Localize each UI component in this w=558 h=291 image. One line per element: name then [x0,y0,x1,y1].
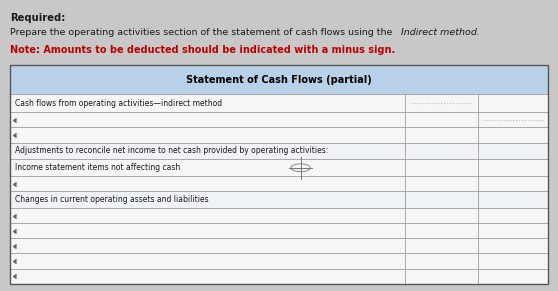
Bar [478,238,548,253]
Bar [10,253,406,269]
Bar [10,176,406,191]
Bar [10,143,406,159]
Text: Indirect method.: Indirect method. [401,28,479,37]
Bar [10,112,406,127]
Bar [478,176,548,191]
Bar [10,127,406,143]
Bar [478,127,548,143]
Bar [406,94,478,112]
Bar [406,208,478,223]
Bar [406,269,478,284]
Text: Statement of Cash Flows (partial): Statement of Cash Flows (partial) [186,75,372,85]
Bar [406,176,478,191]
Bar [406,127,478,143]
Bar [10,65,548,94]
Bar [406,112,478,127]
Bar [478,191,548,208]
Bar [478,94,548,112]
Bar [406,253,478,269]
Text: Adjustments to reconcile net income to net cash provided by operating activities: Adjustments to reconcile net income to n… [15,146,328,155]
Text: Cash flows from operating activities—indirect method: Cash flows from operating activities—ind… [15,99,222,108]
Bar [406,223,478,238]
Text: Changes in current operating assets and liabilities: Changes in current operating assets and … [15,195,209,204]
Bar [478,208,548,223]
Bar [10,208,406,223]
Bar [10,94,406,112]
Bar [478,143,548,159]
Bar [10,269,406,284]
Bar [478,223,548,238]
Bar [10,191,406,208]
Bar [478,159,548,176]
Bar [406,238,478,253]
Bar [10,159,406,176]
Text: Income statement items not affecting cash: Income statement items not affecting cas… [15,163,180,172]
Bar [406,143,478,159]
Bar [478,253,548,269]
Text: Prepare the operating activities section of the statement of cash flows using th: Prepare the operating activities section… [10,28,396,37]
Text: Note: Amounts to be deducted should be indicated with a minus sign.: Note: Amounts to be deducted should be i… [10,45,395,55]
Bar [478,112,548,127]
Bar [10,238,406,253]
Text: Required:: Required: [10,13,65,23]
Bar [478,269,548,284]
Bar [406,159,478,176]
Bar [406,191,478,208]
Bar [10,223,406,238]
